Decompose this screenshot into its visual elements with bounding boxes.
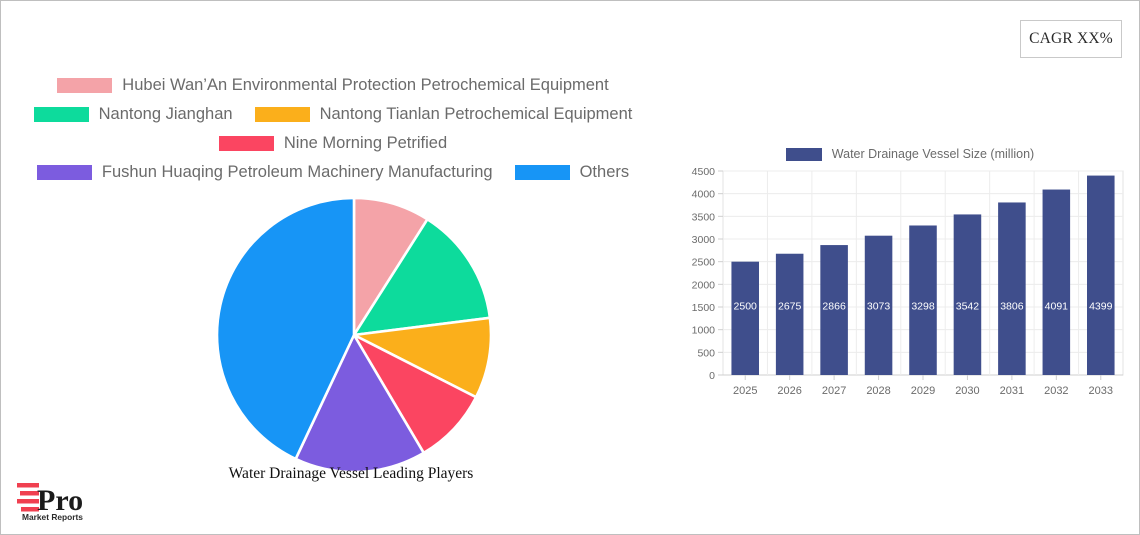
legend-swatch-icon [514,165,570,180]
pie-legend-item-nantong-jianghan: Nantong Jianghan [33,105,233,124]
pie-legend-item-hubei-wanan: Hubei Wan’An Environmental Protection Pe… [57,76,609,95]
pie-legend-row: Hubei Wan’An Environmental Protection Pe… [9,71,657,100]
y-tick-label: 3500 [692,211,716,223]
legend-swatch-icon [57,78,113,93]
legend-swatch-icon [254,107,310,122]
pie-legend-label: Nantong Jianghan [98,105,233,124]
bar [775,253,804,375]
pie-legend-label: Others [579,163,630,182]
y-tick-label: 500 [697,347,715,359]
bar-value-label: 4399 [1089,300,1113,312]
pie-legend: Hubei Wan’An Environmental Protection Pe… [9,71,657,187]
y-tick-label: 2500 [692,257,716,269]
x-tick-label: 2029 [911,385,935,397]
pie-slice [349,316,492,399]
cagr-badge-label: CAGR XX% [1029,30,1113,47]
x-tick-label: 2025 [733,385,757,397]
pie-legend-item-nine-morning: Nine Morning Petrified [218,134,448,153]
brand-logo: Pro Market Reports [17,477,97,523]
pie-legend-label: Hubei Wan’An Environmental Protection Pe… [122,76,609,95]
x-tick-label: 2030 [955,385,979,397]
pie-slice [293,332,426,473]
y-tick-label: 3000 [692,234,716,246]
y-tick-label: 4500 [692,166,716,178]
bar [864,235,893,375]
pie-chart [216,197,492,473]
pie-legend-label: Fushun Huaqing Petroleum Machinery Manuf… [101,163,493,182]
y-tick-label: 1500 [692,302,716,314]
bar-chart-legend-label: Water Drainage Vessel Size (million) [831,147,1035,161]
legend-swatch-icon [218,136,274,151]
brand-logo-name: Pro [37,484,83,517]
x-tick-label: 2033 [1089,385,1113,397]
pie-legend-row: Fushun Huaqing Petroleum Machinery Manuf… [9,158,657,187]
bar-chart-legend: Water Drainage Vessel Size (million) [687,147,1133,161]
x-tick-label: 2032 [1044,385,1068,397]
legend-swatch-icon [36,165,92,180]
bar-value-label: 3806 [1000,300,1024,312]
x-tick-label: 2031 [1000,385,1024,397]
bar [909,225,937,375]
pie-slice [351,217,492,337]
y-tick-label: 1000 [692,325,716,337]
bar [1087,175,1115,375]
cagr-badge: CAGR XX% [1020,20,1122,58]
brand-logo-tagline: Market Reports [22,512,83,522]
bar-value-label: 2675 [778,300,802,312]
y-tick-label: 4000 [692,189,716,201]
pie-chart-title: Water Drainage Vessel Leading Players [228,465,474,482]
pie-slice [216,197,356,461]
pie-legend-item-nantong-tianlan: Nantong Tianlan Petrochemical Equipment [254,105,633,124]
bar-value-label: 2866 [822,300,846,312]
y-tick-label: 0 [709,370,715,382]
pie-legend-row: Nine Morning Petrified [9,129,657,158]
bar-value-label: 4091 [1045,300,1069,312]
bar [731,261,759,375]
x-tick-label: 2028 [866,385,890,397]
x-tick-label: 2026 [777,385,801,397]
bar-chart: Water Drainage Vessel Size (million) 0 50… [687,143,1133,411]
pie-legend-row: Nantong Jianghan Nantong Tianlan Petroch… [9,100,657,129]
bar [953,214,982,375]
pie-legend-label: Nantong Tianlan Petrochemical Equipment [319,105,633,124]
bar [820,245,848,375]
bar-chart-svg: 0 500 1000 1500 2000 2500 3000 3500 4000 4500 2500… [692,166,1124,397]
pie-legend-item-fushun-huaqing: Fushun Huaqing Petroleum Machinery Manuf… [36,163,493,182]
legend-swatch-icon [33,107,89,122]
pie-chart-svg [216,197,492,473]
pie-legend-label: Nine Morning Petrified [283,134,448,153]
bar-value-label: 3073 [867,300,891,312]
y-tick-label: 2000 [692,279,716,291]
x-tick-label: 2027 [822,385,846,397]
brand-logo-icon: Pro Market Reports [17,483,83,522]
bar-value-label: 2500 [734,300,758,312]
bar [1042,189,1071,375]
pie-legend-item-others: Others [514,163,630,182]
bar-value-label: 3298 [911,300,935,312]
bar [998,202,1026,375]
legend-swatch-icon [785,147,822,161]
bar-value-label: 3542 [956,300,980,312]
